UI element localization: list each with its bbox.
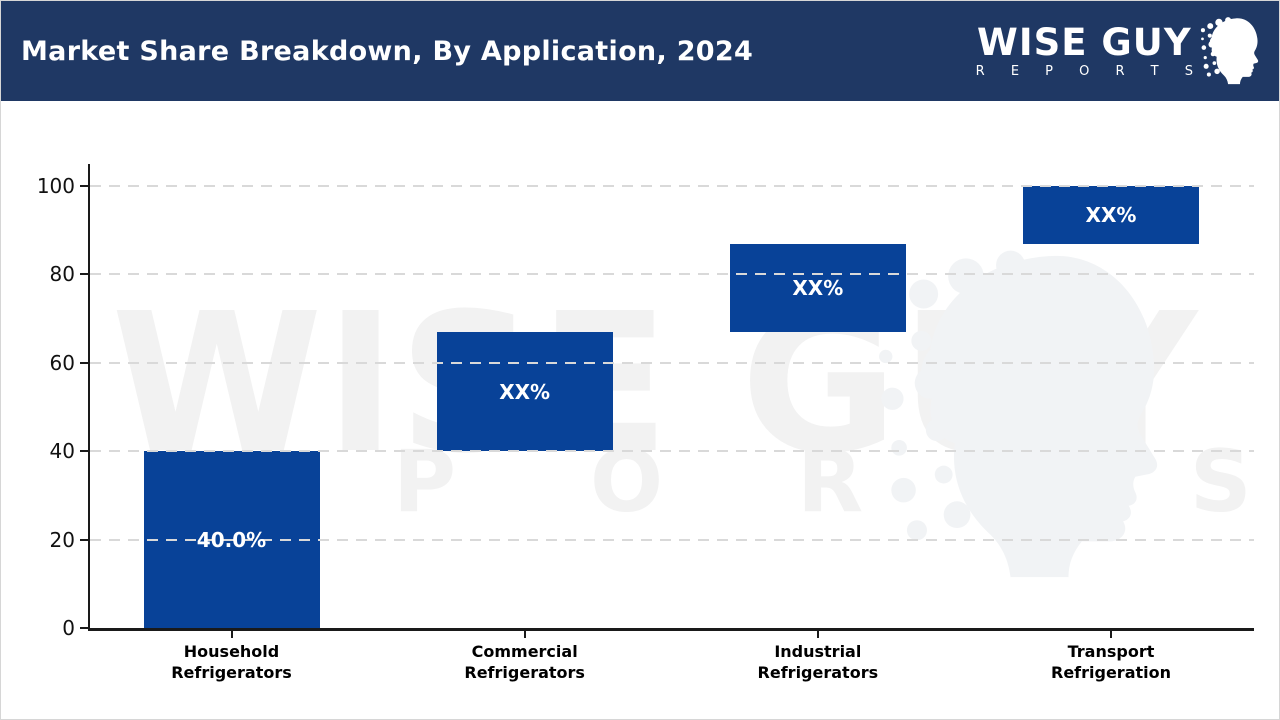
y-axis-line (88, 164, 90, 631)
y-tick-mark-20 (80, 538, 88, 541)
bar-transport-refrigeration (1023, 186, 1199, 244)
bar-value-label-industrial-refrigerators: XX% (792, 276, 844, 301)
bar-value-label-commercial-refrigerators: XX% (499, 379, 551, 404)
y-tick-mark-60 (80, 361, 88, 364)
brand-subtitle: R E P O R T S (975, 63, 1204, 79)
x-tick-mark-household-refrigerators (230, 631, 233, 638)
y-tick-label-0: 0 (62, 616, 75, 640)
gridline-60 (90, 361, 1254, 364)
y-tick-mark-40 (80, 450, 88, 453)
gridline-80 (90, 273, 1254, 276)
waterfall-chart-plot-area: 40.0% XX% XX% XX% (90, 164, 1254, 628)
header-bar: Market Share Breakdown, By Application, … (1, 1, 1279, 101)
y-tick-mark-0 (80, 627, 88, 629)
x-category-label-transport-refrigeration: Transport Refrigeration (1050, 642, 1172, 682)
brand-logo: WISE GUY R E P O R T S (976, 13, 1261, 89)
y-tick-label-80: 80 (49, 262, 75, 287)
y-tick-label-60: 60 (49, 350, 75, 375)
bar-industrial-refrigerators (729, 243, 906, 333)
bar-commercial-refrigerators (436, 332, 613, 452)
brand-logo-text: WISE GUY R E P O R T S (976, 24, 1193, 79)
x-tick-mark-commercial-refrigerators (523, 631, 526, 638)
x-tick-mark-industrial-refrigerators (816, 631, 819, 638)
page-title: Market Share Breakdown, By Application, … (21, 35, 754, 67)
y-tick-mark-80 (80, 273, 88, 276)
gridline-40 (90, 450, 1254, 453)
x-category-label-household-refrigerators: Household Refrigerators (171, 642, 292, 682)
x-category-label-commercial-refrigerators: Commercial Refrigerators (464, 642, 585, 682)
y-tick-label-100: 100 (36, 174, 75, 199)
y-tick-label-20: 20 (49, 527, 75, 552)
bar-value-label-transport-refrigeration: XX% (1085, 203, 1137, 228)
y-tick-mark-100 (80, 185, 88, 188)
gridline-100 (90, 185, 1254, 188)
brand-name: WISE GUY (977, 20, 1192, 64)
x-axis-line (88, 628, 1254, 631)
bar-value-label-household-refrigerators: 40.0% (196, 527, 267, 552)
y-tick-label-40: 40 (49, 439, 75, 464)
gridline-20 (90, 538, 1254, 541)
x-category-label-industrial-refrigerators: Industrial Refrigerators (757, 642, 879, 682)
head-profile-icon (1200, 17, 1259, 85)
x-tick-mark-transport-refrigeration (1110, 631, 1112, 638)
